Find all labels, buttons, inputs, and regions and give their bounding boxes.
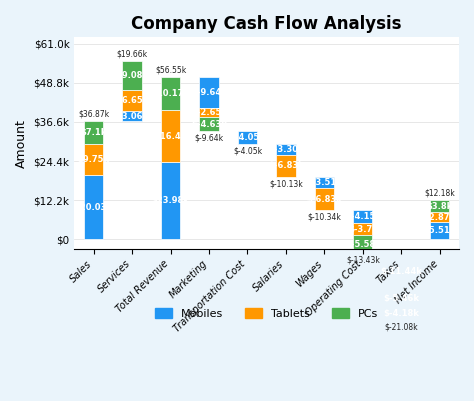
Bar: [161, 110, 180, 162]
Text: $-6.83k: $-6.83k: [268, 162, 304, 170]
Bar: [315, 188, 334, 210]
Text: $-10.34k: $-10.34k: [308, 212, 341, 221]
Text: $23.98k: $23.98k: [152, 196, 190, 205]
Text: $-2.65k: $-2.65k: [191, 108, 227, 117]
Bar: [84, 121, 103, 144]
Text: $-4.05k: $-4.05k: [233, 147, 262, 156]
Text: $9.08k: $9.08k: [116, 71, 148, 80]
Bar: [238, 132, 257, 144]
Text: $-9.64k: $-9.64k: [191, 88, 227, 97]
Text: $-4.15k: $-4.15k: [345, 212, 381, 221]
Text: $20.03k: $20.03k: [75, 203, 113, 212]
Bar: [315, 177, 334, 188]
Bar: [430, 200, 449, 213]
Text: $-3.7k: $-3.7k: [348, 225, 378, 234]
Text: $7.1k: $7.1k: [81, 128, 107, 137]
Text: $6.65k: $6.65k: [116, 96, 148, 105]
Bar: [122, 111, 142, 121]
Title: Company Cash Flow Analysis: Company Cash Flow Analysis: [131, 15, 402, 33]
Bar: [84, 144, 103, 175]
Bar: [430, 222, 449, 239]
Legend: Mobiles, Tablets, PCs: Mobiles, Tablets, PCs: [151, 304, 383, 324]
Bar: [200, 77, 219, 108]
Text: $-21.08k: $-21.08k: [384, 323, 418, 332]
Y-axis label: Amount: Amount: [15, 119, 28, 168]
Bar: [276, 144, 296, 155]
Bar: [276, 155, 296, 177]
Bar: [353, 210, 373, 223]
Bar: [353, 223, 373, 235]
Text: $-6.83k: $-6.83k: [307, 194, 342, 204]
Text: $-4.63k: $-4.63k: [191, 119, 227, 129]
Bar: [200, 117, 219, 132]
Bar: [430, 213, 449, 222]
Text: $-5.58k: $-5.58k: [345, 240, 381, 249]
Text: $-3.30k: $-3.30k: [268, 145, 304, 154]
Bar: [392, 253, 411, 290]
Text: $-3.51k: $-3.51k: [307, 178, 342, 187]
Text: $-13.43k: $-13.43k: [346, 255, 380, 264]
Bar: [161, 77, 180, 110]
Text: $12.18k: $12.18k: [424, 189, 455, 198]
Text: $10.17k: $10.17k: [152, 89, 190, 98]
Bar: [122, 90, 142, 111]
Bar: [200, 108, 219, 117]
Text: $16.4k: $16.4k: [155, 132, 187, 141]
Bar: [84, 175, 103, 239]
Text: $5.51k: $5.51k: [424, 226, 456, 235]
Bar: [353, 235, 373, 253]
Text: $-5.46k: $-5.46k: [383, 294, 419, 303]
Text: $3.06k: $3.06k: [116, 111, 148, 121]
Text: $36.87k: $36.87k: [78, 110, 109, 119]
Text: $-4.18k: $-4.18k: [383, 310, 419, 318]
Text: $56.55k: $56.55k: [155, 66, 186, 75]
Bar: [122, 61, 142, 90]
Bar: [392, 290, 411, 307]
Text: $-11.44k: $-11.44k: [380, 267, 422, 276]
Bar: [392, 307, 411, 321]
Text: $-9.64k: $-9.64k: [194, 134, 224, 143]
Text: $19.66k: $19.66k: [117, 50, 148, 59]
Text: $-10.13k: $-10.13k: [269, 179, 303, 188]
Text: $2.87k: $2.87k: [424, 213, 456, 221]
Text: $-4.05k: $-4.05k: [229, 134, 265, 142]
Bar: [161, 162, 180, 239]
Text: $9.75k: $9.75k: [78, 155, 109, 164]
Text: $3.8k: $3.8k: [427, 202, 453, 211]
